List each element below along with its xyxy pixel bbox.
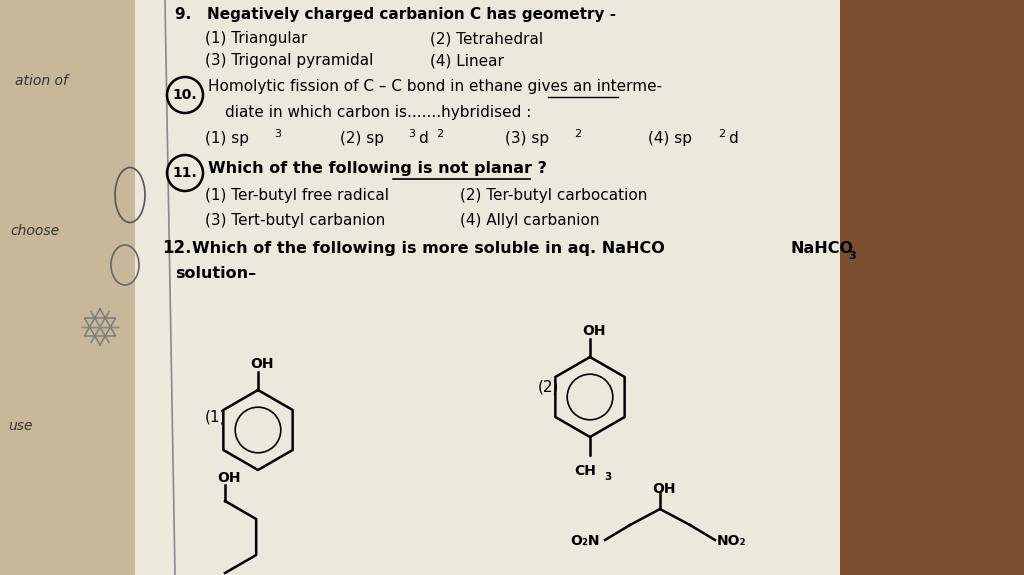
Text: (4) Linear: (4) Linear bbox=[430, 53, 504, 68]
Text: 3: 3 bbox=[274, 129, 281, 139]
Text: O₂N: O₂N bbox=[570, 534, 599, 548]
Text: (2) sp: (2) sp bbox=[340, 131, 384, 146]
Text: solution–: solution– bbox=[175, 266, 256, 281]
Text: 9.   Negatively charged carbanion C has geometry -: 9. Negatively charged carbanion C has ge… bbox=[175, 7, 616, 22]
Text: (4) Allyl carbanion: (4) Allyl carbanion bbox=[460, 213, 599, 228]
Text: OH: OH bbox=[652, 482, 676, 496]
Bar bbox=[840, 0, 1024, 575]
Text: (1) Triangular: (1) Triangular bbox=[205, 31, 307, 46]
Text: (4) sp: (4) sp bbox=[648, 131, 692, 146]
Text: use: use bbox=[8, 419, 33, 433]
Text: NaHCO: NaHCO bbox=[790, 241, 853, 256]
Bar bbox=[135, 0, 840, 575]
Text: OH: OH bbox=[250, 357, 273, 371]
Text: 2: 2 bbox=[718, 129, 725, 139]
Text: (2): (2) bbox=[538, 380, 559, 395]
Text: (1): (1) bbox=[205, 410, 226, 425]
Text: 10.: 10. bbox=[173, 88, 198, 102]
Text: (1) sp: (1) sp bbox=[205, 131, 249, 146]
Text: (3) Trigonal pyramidal: (3) Trigonal pyramidal bbox=[205, 53, 374, 68]
Text: 12.: 12. bbox=[162, 239, 191, 257]
Text: (1) Ter-butyl free radical: (1) Ter-butyl free radical bbox=[205, 188, 389, 203]
Bar bbox=[0, 0, 840, 575]
Text: 2: 2 bbox=[574, 129, 582, 139]
Text: choose: choose bbox=[10, 224, 59, 238]
Text: Homolytic fission of C – C bond in ethane gives an interme-: Homolytic fission of C – C bond in ethan… bbox=[208, 79, 663, 94]
Text: 3: 3 bbox=[848, 251, 856, 261]
Text: Which of the following is more soluble in aq. NaHCO: Which of the following is more soluble i… bbox=[193, 241, 665, 256]
Text: 11.: 11. bbox=[173, 166, 198, 180]
Text: d: d bbox=[418, 131, 428, 146]
Text: OH: OH bbox=[582, 324, 605, 338]
Text: Which of the following is not planar ?: Which of the following is not planar ? bbox=[208, 161, 547, 176]
Text: 3: 3 bbox=[408, 129, 415, 139]
Text: (2) Ter-butyl carbocation: (2) Ter-butyl carbocation bbox=[460, 188, 647, 203]
Text: d: d bbox=[728, 131, 737, 146]
Text: diate in which carbon is.......hybridised :: diate in which carbon is.......hybridise… bbox=[225, 105, 531, 120]
Text: ation of: ation of bbox=[15, 74, 68, 88]
Text: 2: 2 bbox=[436, 129, 443, 139]
Text: CH: CH bbox=[574, 464, 596, 478]
Text: NO₂: NO₂ bbox=[717, 534, 746, 548]
Text: 3: 3 bbox=[604, 472, 611, 482]
Text: (3) Tert-butyl carbanion: (3) Tert-butyl carbanion bbox=[205, 213, 385, 228]
Text: (3) sp: (3) sp bbox=[505, 131, 549, 146]
Text: OH: OH bbox=[217, 471, 241, 485]
Text: (2) Tetrahedral: (2) Tetrahedral bbox=[430, 31, 543, 46]
